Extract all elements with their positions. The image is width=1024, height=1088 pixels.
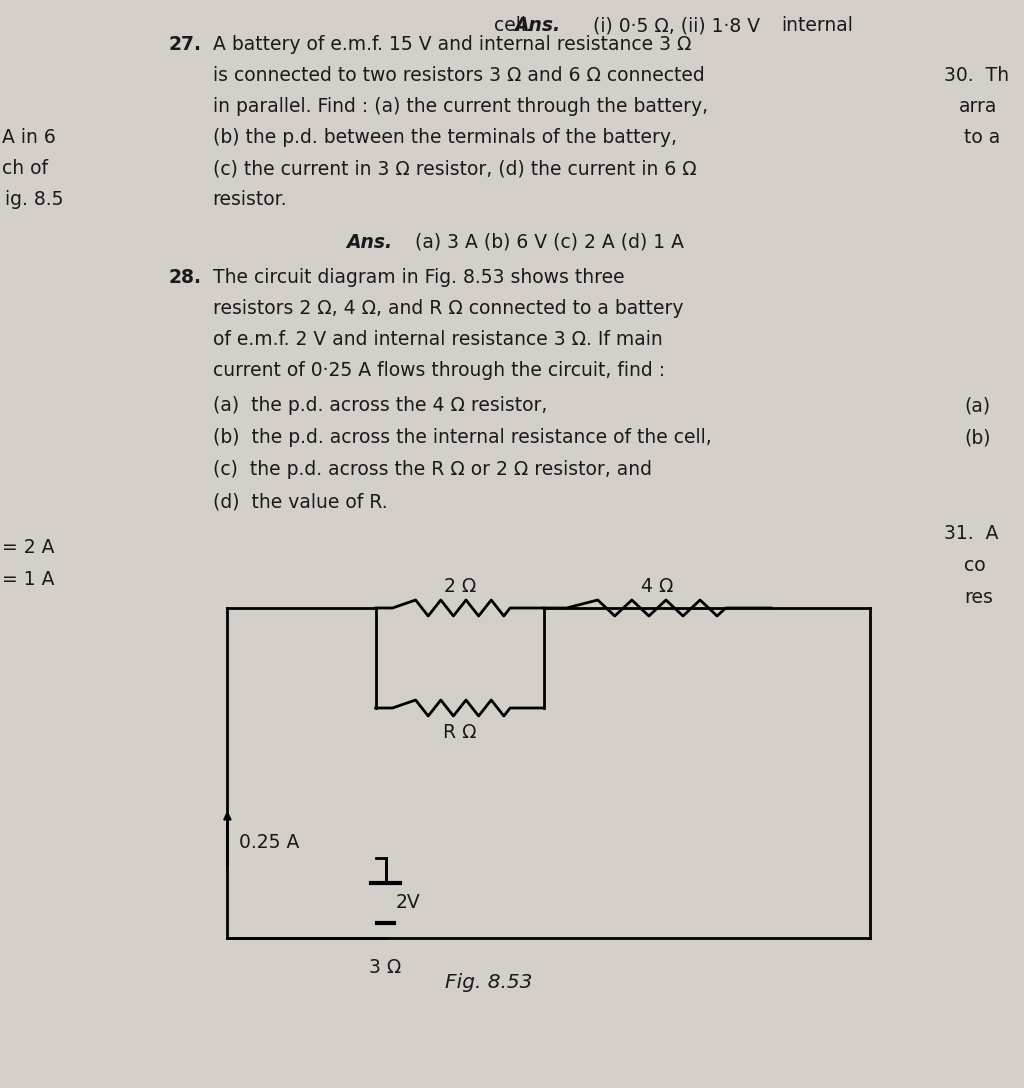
Text: (c)  the p.d. across the R Ω or 2 Ω resistor, and: (c) the p.d. across the R Ω or 2 Ω resis… (213, 460, 651, 479)
Text: R Ω: R Ω (443, 724, 476, 742)
Text: The circuit diagram in Fig. 8.53 shows three: The circuit diagram in Fig. 8.53 shows t… (213, 268, 625, 287)
Text: arra: arra (958, 97, 997, 116)
Text: (b): (b) (964, 428, 990, 447)
Text: ch of: ch of (2, 159, 48, 178)
Text: res: res (964, 588, 993, 607)
Text: ig. 8.5: ig. 8.5 (5, 190, 63, 209)
Text: internal: internal (781, 16, 853, 35)
Text: 30.  Th: 30. Th (944, 66, 1010, 85)
Text: resistor.: resistor. (213, 190, 287, 209)
Text: A battery of e.m.f. 15 V and internal resistance 3 Ω: A battery of e.m.f. 15 V and internal re… (213, 35, 691, 54)
Text: in parallel. Find : (a) the current through the battery,: in parallel. Find : (a) the current thro… (213, 97, 708, 116)
Text: Ans.: Ans. (346, 233, 392, 252)
Text: (c) the current in 3 Ω resistor, (d) the current in 6 Ω: (c) the current in 3 Ω resistor, (d) the… (213, 159, 696, 178)
Text: of e.m.f. 2 V and internal resistance 3 Ω. If main: of e.m.f. 2 V and internal resistance 3 … (213, 330, 663, 349)
Text: Fig. 8.53: Fig. 8.53 (444, 973, 532, 992)
Text: (a): (a) (964, 396, 990, 415)
Text: 2 Ω: 2 Ω (443, 577, 476, 596)
Text: 0.25 A: 0.25 A (240, 833, 300, 853)
Text: co: co (964, 556, 985, 574)
Text: (a) 3 A (b) 6 V (c) 2 A (d) 1 A: (a) 3 A (b) 6 V (c) 2 A (d) 1 A (415, 233, 684, 252)
Text: = 2 A: = 2 A (2, 537, 54, 557)
Text: 31.  A: 31. A (944, 524, 998, 543)
Text: 28.: 28. (168, 268, 201, 287)
Text: 4 Ω: 4 Ω (641, 577, 674, 596)
Text: cell.: cell. (495, 16, 532, 35)
Text: (b) the p.d. between the terminals of the battery,: (b) the p.d. between the terminals of th… (213, 128, 677, 147)
Text: to a: to a (964, 128, 1000, 147)
Text: (b)  the p.d. across the internal resistance of the cell,: (b) the p.d. across the internal resista… (213, 428, 712, 447)
Text: Ans.: Ans. (514, 16, 560, 35)
Text: (i) 0·5 Ω, (ii) 1·8 V: (i) 0·5 Ω, (ii) 1·8 V (593, 16, 760, 35)
Text: 2V: 2V (395, 893, 420, 913)
Text: A in 6: A in 6 (2, 128, 55, 147)
Text: resistors 2 Ω, 4 Ω, and R Ω connected to a battery: resistors 2 Ω, 4 Ω, and R Ω connected to… (213, 299, 683, 318)
Text: is connected to two resistors 3 Ω and 6 Ω connected: is connected to two resistors 3 Ω and 6 … (213, 66, 705, 85)
Text: current of 0·25 A flows through the circuit, find :: current of 0·25 A flows through the circ… (213, 361, 665, 380)
Text: 27.: 27. (168, 35, 201, 54)
Text: = 1 A: = 1 A (2, 570, 54, 589)
Text: 3 Ω: 3 Ω (370, 959, 401, 977)
Text: (d)  the value of R.: (d) the value of R. (213, 492, 387, 511)
Text: (a)  the p.d. across the 4 Ω resistor,: (a) the p.d. across the 4 Ω resistor, (213, 396, 547, 415)
